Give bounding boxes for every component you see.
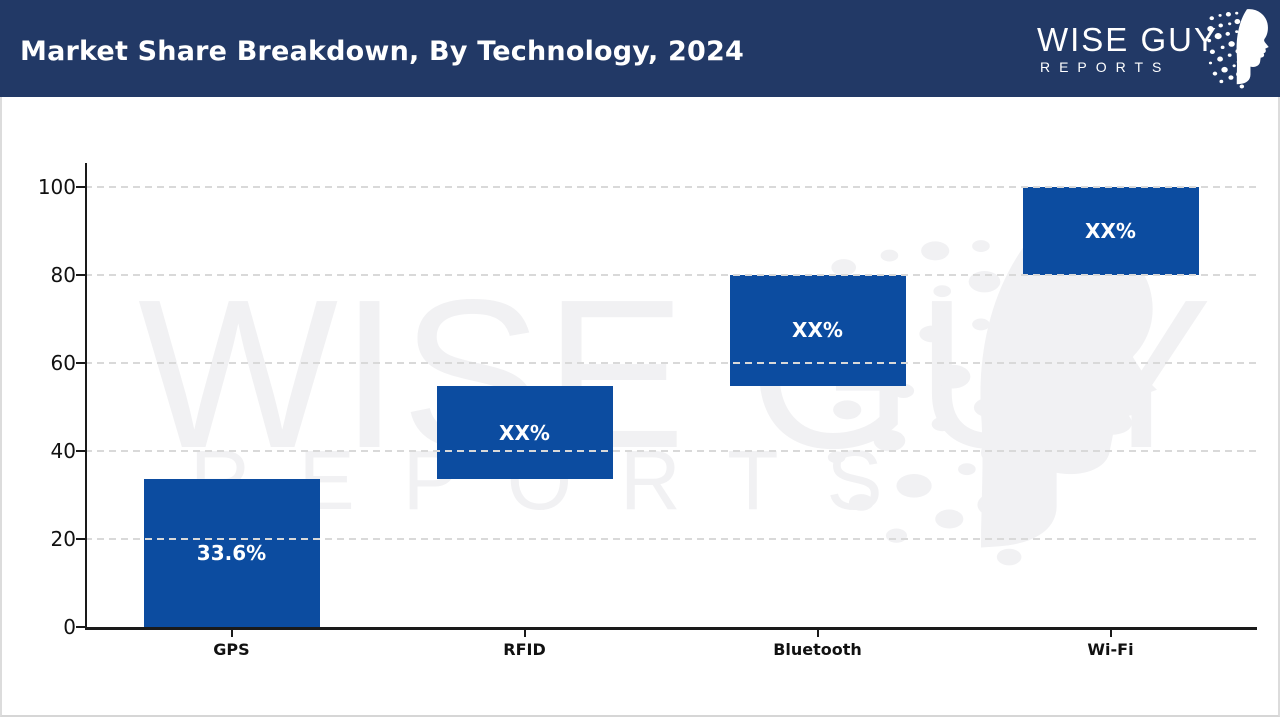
- y-tick-label-80: 80: [50, 262, 76, 287]
- x-label-bluetooth: Bluetooth: [773, 640, 862, 659]
- header-bar: Market Share Breakdown, By Technology, 2…: [0, 0, 1280, 97]
- brand-logo-secondary: REPORTS: [1039, 59, 1171, 75]
- x-label-wi-fi: Wi-Fi: [1087, 640, 1134, 659]
- x-tick-wi-fi: [1109, 629, 1112, 637]
- logo-head-icon: [1207, 9, 1269, 89]
- y-tick-80: [76, 273, 85, 276]
- x-label-gps: GPS: [213, 640, 250, 659]
- bar-value-label-bluetooth: XX%: [792, 318, 843, 343]
- brand-logo-text: WISE GUY REPORTS: [1037, 23, 1218, 75]
- gridline-60: [85, 361, 1257, 364]
- gridline-80: [85, 273, 1257, 276]
- bar-gps: 33.6%: [143, 479, 320, 627]
- page-title: Market Share Breakdown, By Technology, 2…: [20, 36, 745, 67]
- bar-wi-fi: XX%: [1022, 186, 1199, 275]
- y-tick-label-40: 40: [50, 438, 76, 463]
- y-tick-40: [76, 449, 85, 452]
- x-axis-line: [85, 627, 1257, 630]
- y-tick-label-60: 60: [50, 350, 76, 375]
- bar-value-label-gps: 33.6%: [196, 541, 267, 566]
- gridline-40: [85, 449, 1257, 452]
- x-tick-gps: [230, 629, 233, 637]
- bar-value-label-rfid: XX%: [499, 420, 550, 445]
- bar-rfid: XX%: [436, 386, 613, 480]
- y-tick-label-20: 20: [50, 526, 76, 551]
- y-tick-100: [76, 185, 85, 188]
- y-tick-label-100: 100: [37, 174, 76, 199]
- gridline-100: [85, 185, 1257, 188]
- y-tick-60: [76, 361, 85, 364]
- x-label-rfid: RFID: [503, 640, 546, 659]
- bar-bluetooth: XX%: [729, 274, 906, 387]
- y-axis-line: [85, 163, 87, 629]
- y-tick-0: [76, 626, 85, 628]
- brand-logo: WISE GUY REPORTS: [1037, 6, 1270, 92]
- brand-logo-primary: WISE GUY: [1036, 21, 1218, 58]
- y-tick-label-0: 0: [63, 615, 76, 639]
- x-tick-rfid: [523, 629, 526, 637]
- bar-value-label-wi-fi: XX%: [1085, 218, 1136, 243]
- gridline-20: [85, 537, 1257, 540]
- y-tick-20: [76, 537, 85, 540]
- chart-panel-border: [0, 97, 1280, 717]
- x-tick-bluetooth: [816, 629, 819, 637]
